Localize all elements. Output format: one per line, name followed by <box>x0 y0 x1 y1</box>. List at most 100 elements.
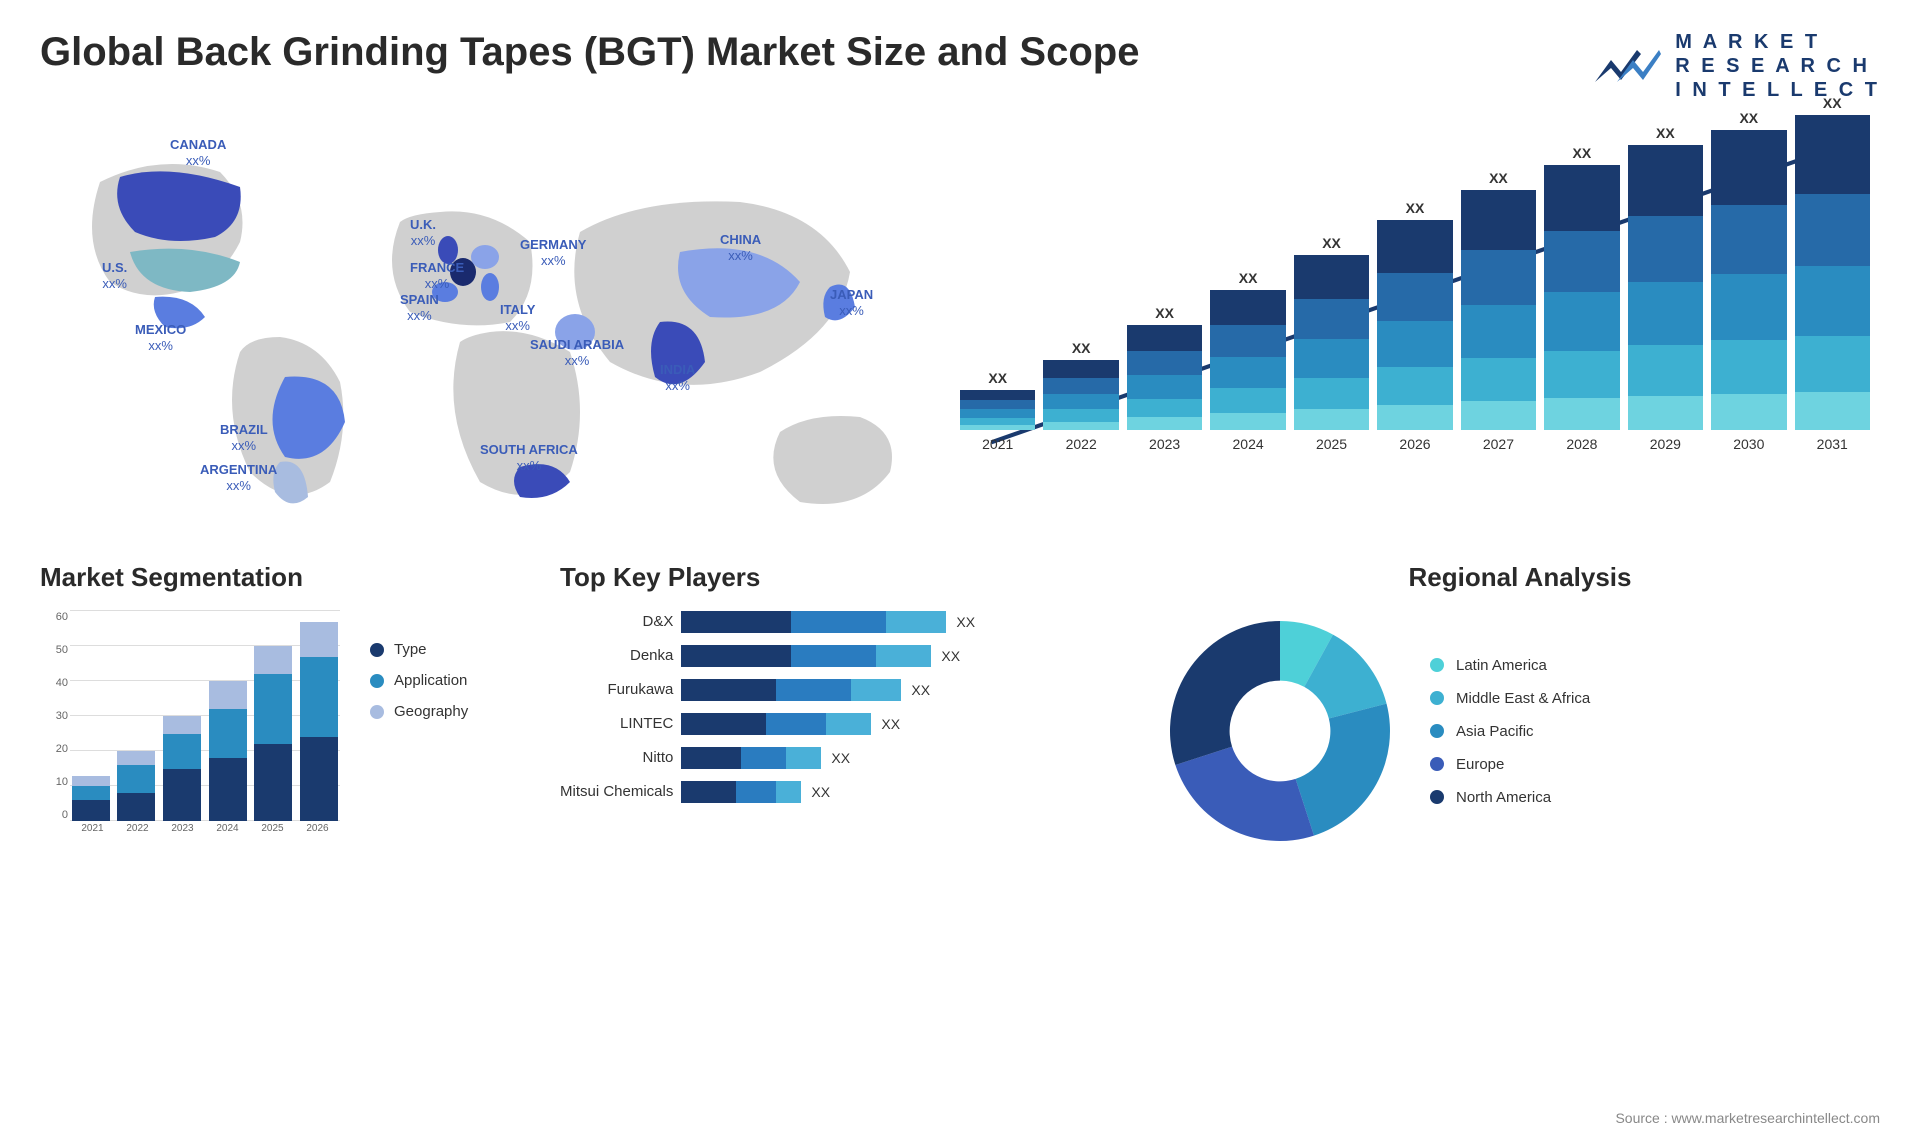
bar-value-label: XX <box>1406 200 1425 216</box>
bar-value-label: XX <box>1489 170 1508 186</box>
player-row: XX <box>681 781 1120 803</box>
bar-segment <box>776 781 801 803</box>
growth-bar: XX2030 <box>1711 110 1786 452</box>
bar-segment <box>1795 336 1870 393</box>
map-label: U.S.xx% <box>102 260 127 291</box>
growth-chart: XX2021XX2022XX2023XX2024XX2025XX2026XX20… <box>950 122 1880 522</box>
bar-segment <box>1210 290 1285 325</box>
bar-segment <box>1210 413 1285 430</box>
bar-value-label: XX <box>1573 145 1592 161</box>
legend-swatch <box>1430 757 1444 771</box>
bar-segment <box>1043 394 1118 409</box>
legend-swatch <box>370 705 384 719</box>
regional-chart: Latin AmericaMiddle East & AfricaAsia Pa… <box>1160 611 1880 851</box>
bar-segment <box>1043 360 1118 378</box>
bar-segment <box>1544 231 1619 292</box>
legend-swatch <box>370 674 384 688</box>
bar-segment <box>681 747 741 769</box>
segmentation-bar <box>300 622 338 822</box>
growth-bar: XX2024 <box>1210 270 1285 452</box>
bar-segment <box>1127 399 1202 418</box>
y-tick-label: 10 <box>56 776 68 788</box>
bar-segment <box>786 747 821 769</box>
bar-segment <box>1294 339 1369 378</box>
bar-value-label: XX <box>1322 235 1341 251</box>
bar-value-label: XX <box>1823 95 1842 111</box>
bar-segment <box>1377 273 1452 321</box>
player-name: Denka <box>630 645 673 667</box>
growth-bar: XX2028 <box>1544 145 1619 452</box>
logo-mark-icon <box>1593 42 1663 90</box>
bar-segment <box>163 734 201 769</box>
segmentation-bar <box>209 681 247 821</box>
segmentation-bar <box>254 646 292 821</box>
player-bar <box>681 679 901 701</box>
legend-label: Geography <box>394 703 468 720</box>
y-tick-label: 50 <box>56 644 68 656</box>
bottom-row: Market Segmentation 6050403020100 202120… <box>40 562 1880 851</box>
world-map: CANADAxx%U.S.xx%MEXICOxx%BRAZILxx%ARGENT… <box>40 122 910 522</box>
bar-segment <box>1795 115 1870 194</box>
legend-item: Application <box>370 672 468 689</box>
bar-segment <box>117 751 155 765</box>
bar-segment <box>1628 282 1703 345</box>
map-label: CHINAxx% <box>720 232 761 263</box>
bar-segment <box>209 758 247 821</box>
x-axis-label: 2025 <box>1316 436 1347 452</box>
bar-segment <box>1043 378 1118 394</box>
bar-segment <box>1711 274 1786 340</box>
bar-segment <box>1294 255 1369 299</box>
bar-segment <box>163 769 201 822</box>
segmentation-bar <box>117 751 155 821</box>
legend-item: Europe <box>1430 756 1590 773</box>
bar-segment <box>1711 130 1786 205</box>
donut-slice <box>1296 704 1390 836</box>
bar-segment <box>1628 216 1703 282</box>
bar-segment <box>1461 190 1536 250</box>
bar-segment <box>1210 357 1285 388</box>
bar-segment <box>1294 378 1369 410</box>
bar-segment <box>1711 340 1786 394</box>
logo-line2: R E S E A R C H <box>1675 54 1880 78</box>
legend-swatch <box>1430 790 1444 804</box>
map-label: FRANCExx% <box>410 260 464 291</box>
bar-segment <box>1210 388 1285 413</box>
x-axis-label: 2021 <box>81 823 103 841</box>
y-tick-label: 20 <box>56 743 68 755</box>
bar-value-label: XX <box>1072 340 1091 356</box>
map-label: JAPANxx% <box>830 287 873 318</box>
bar-segment <box>1544 165 1619 231</box>
bar-segment <box>681 781 736 803</box>
player-value: XX <box>881 716 900 732</box>
x-axis-label: 2024 <box>1233 436 1264 452</box>
donut-slice <box>1170 621 1280 765</box>
bar-segment <box>1461 250 1536 305</box>
bar-segment <box>960 425 1035 430</box>
bar-segment <box>254 744 292 821</box>
brand-logo: M A R K E T R E S E A R C H I N T E L L … <box>1593 30 1880 102</box>
top-row: CANADAxx%U.S.xx%MEXICOxx%BRAZILxx%ARGENT… <box>40 122 1880 522</box>
page-title: Global Back Grinding Tapes (BGT) Market … <box>40 30 1139 75</box>
player-bar <box>681 781 801 803</box>
x-axis-label: 2031 <box>1817 436 1848 452</box>
growth-bar: XX2023 <box>1127 305 1202 452</box>
player-bar <box>681 611 946 633</box>
bar-segment <box>72 800 110 821</box>
player-value: XX <box>831 750 850 766</box>
bar-segment <box>736 781 776 803</box>
map-label: MEXICOxx% <box>135 322 186 353</box>
logo-line1: M A R K E T <box>1675 30 1880 54</box>
bar-segment <box>1377 321 1452 367</box>
y-tick-label: 0 <box>62 809 68 821</box>
regional-legend: Latin AmericaMiddle East & AfricaAsia Pa… <box>1430 657 1590 806</box>
player-row: XX <box>681 611 1120 633</box>
regional-title: Regional Analysis <box>1160 562 1880 593</box>
growth-bar: XX 2025 <box>1294 235 1369 452</box>
bar-segment <box>1043 409 1118 422</box>
map-label: SPAINxx% <box>400 292 439 323</box>
segmentation-title: Market Segmentation <box>40 562 520 593</box>
donut-slice <box>1175 747 1314 841</box>
x-axis-label: 2026 <box>1399 436 1430 452</box>
map-label: SOUTH AFRICAxx% <box>480 442 578 473</box>
players-chart: D&XDenkaFurukawaLINTECNittoMitsui Chemic… <box>560 611 1120 803</box>
